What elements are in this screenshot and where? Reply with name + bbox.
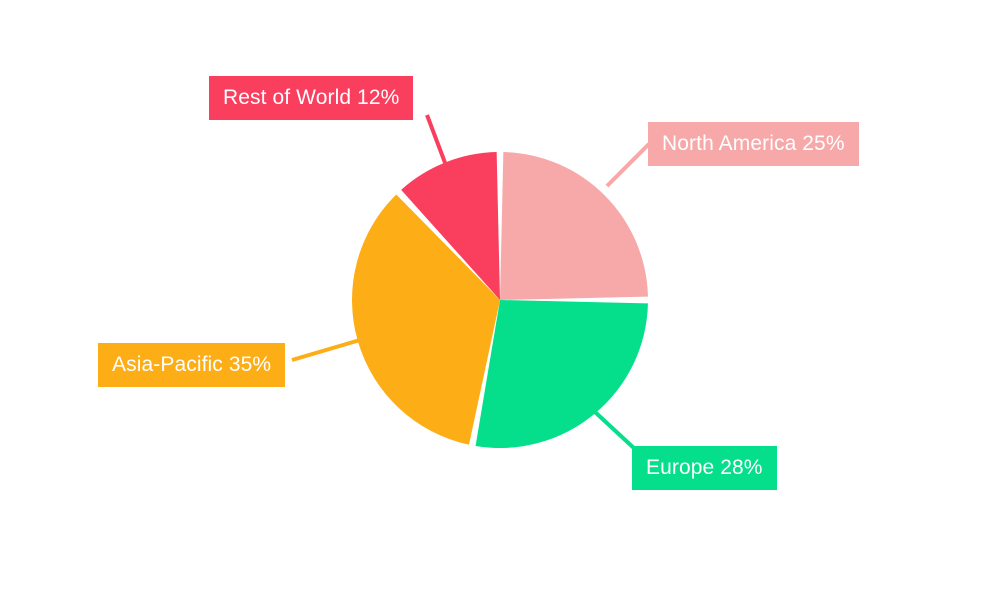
leader-line-rest-of-world <box>425 114 449 169</box>
leader-line-north-america <box>605 141 652 188</box>
slice-label-north-america[interactable]: North America 25% <box>648 122 859 166</box>
slice-label-rest-of-world[interactable]: Rest of World 12% <box>209 76 414 120</box>
pie-slices-group <box>352 152 648 448</box>
slice-label-europe[interactable]: Europe 28% <box>632 446 777 490</box>
leader-line-europe <box>593 410 638 452</box>
leader-line-asia-pacific <box>291 338 361 362</box>
leader-lines-group <box>291 114 652 452</box>
pie-slice-rest-of-world[interactable] <box>401 152 500 300</box>
pie-slice-europe[interactable] <box>475 300 648 448</box>
slice-label-text: Europe 28% <box>646 456 763 479</box>
slice-label-text: Rest of World 12% <box>223 86 400 109</box>
pie-slice-asia-pacific[interactable] <box>352 194 500 445</box>
pie-slice-north-america[interactable] <box>500 152 648 300</box>
slice-label-text: North America 25% <box>662 132 845 155</box>
slice-label-asia-pacific[interactable]: Asia-Pacific 35% <box>98 343 286 387</box>
slice-label-text: Asia-Pacific 35% <box>112 353 272 376</box>
